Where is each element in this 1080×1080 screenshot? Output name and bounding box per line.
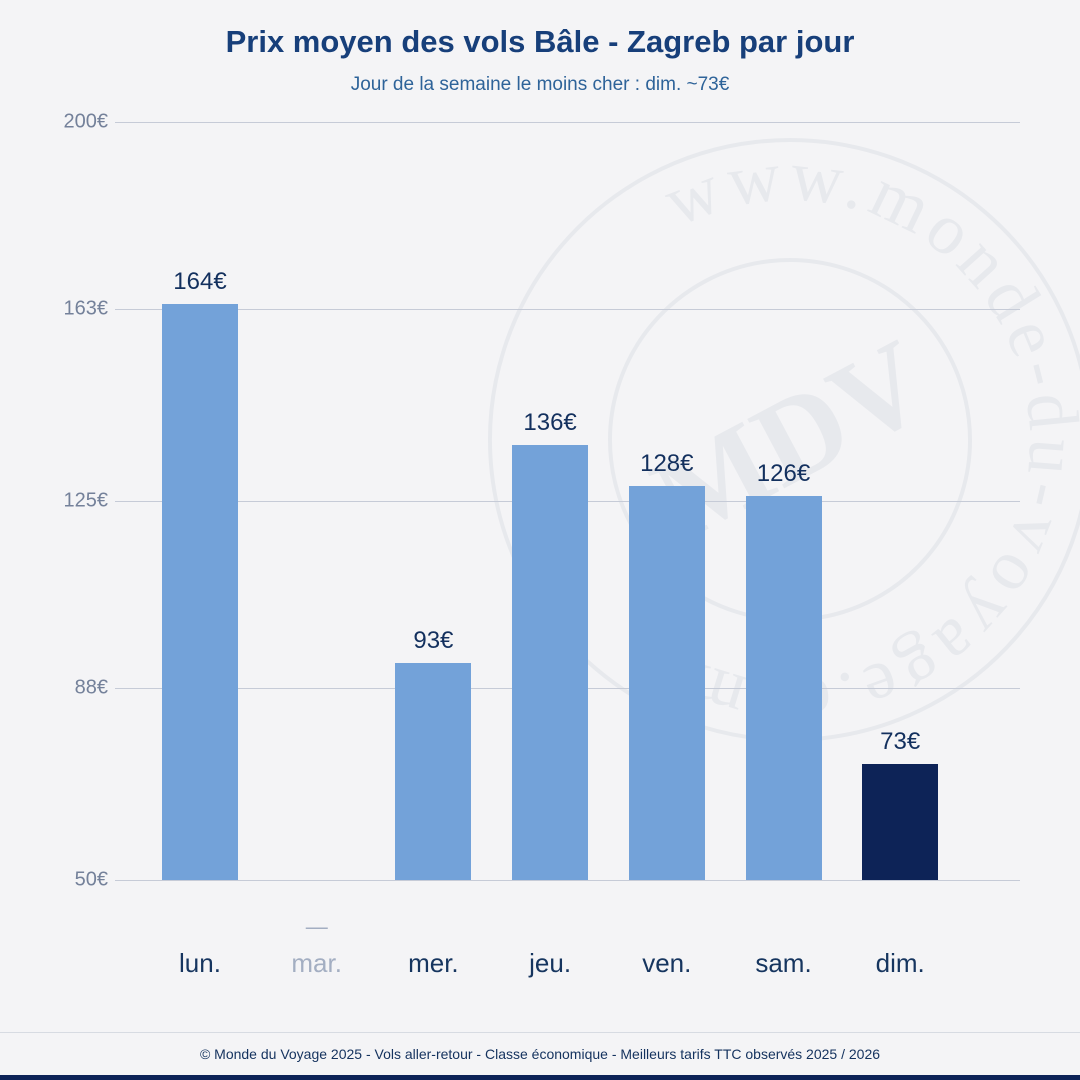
bottom-accent-bar — [0, 1075, 1080, 1080]
bar-value-label-jeu: 136€ — [523, 409, 577, 437]
ytick-label-125: 125€ — [63, 489, 109, 512]
bar-value-label-mer: 93€ — [413, 626, 454, 654]
bar-mer — [395, 662, 472, 880]
bar-value-label-dim: 73€ — [880, 727, 921, 755]
bar-jeu — [512, 445, 589, 880]
xtick-label-lun: lun. — [179, 948, 221, 978]
bar-value-label-lun: 164€ — [173, 267, 227, 295]
xtick-label-ven: ven. — [642, 948, 692, 978]
xtick-label-dim: dim. — [875, 948, 925, 978]
bar-sam — [745, 495, 822, 880]
xtick-label-jeu: jeu. — [529, 948, 572, 978]
bar-chart: www.monde-du-voyage.com MDV 200€ 163€ 125€… — [63, 110, 1080, 978]
ytick-label-200: 200€ — [63, 110, 109, 133]
bar-value-label-sam: 126€ — [756, 459, 811, 487]
missing-value-dash-mar: — — [305, 914, 328, 939]
ytick-label-163: 163€ — [63, 297, 109, 320]
bar-value-label-ven: 128€ — [640, 449, 694, 477]
xtick-label-sam: sam. — [755, 948, 812, 978]
bar-lun — [162, 303, 238, 880]
ytick-label-88: 88€ — [74, 676, 108, 699]
gridline-200 — [115, 122, 1020, 123]
xtick-label-mar: mar. — [291, 948, 342, 978]
bar-ven — [628, 485, 705, 880]
gridline-163 — [115, 308, 1020, 310]
chart-subtitle: Jour de la semaine le moins cher : dim. … — [350, 74, 730, 95]
gridline-50 — [115, 880, 1020, 881]
bar-dim — [862, 763, 939, 880]
footer-text: © Monde du Voyage 2025 - Vols aller-reto… — [199, 1046, 881, 1062]
footer-divider — [0, 1032, 1080, 1033]
xtick-label-mer: mer. — [408, 948, 459, 978]
chart-title: Prix moyen des vols Bâle - Zagreb par jo… — [225, 24, 855, 59]
ytick-label-50: 50€ — [74, 868, 108, 891]
